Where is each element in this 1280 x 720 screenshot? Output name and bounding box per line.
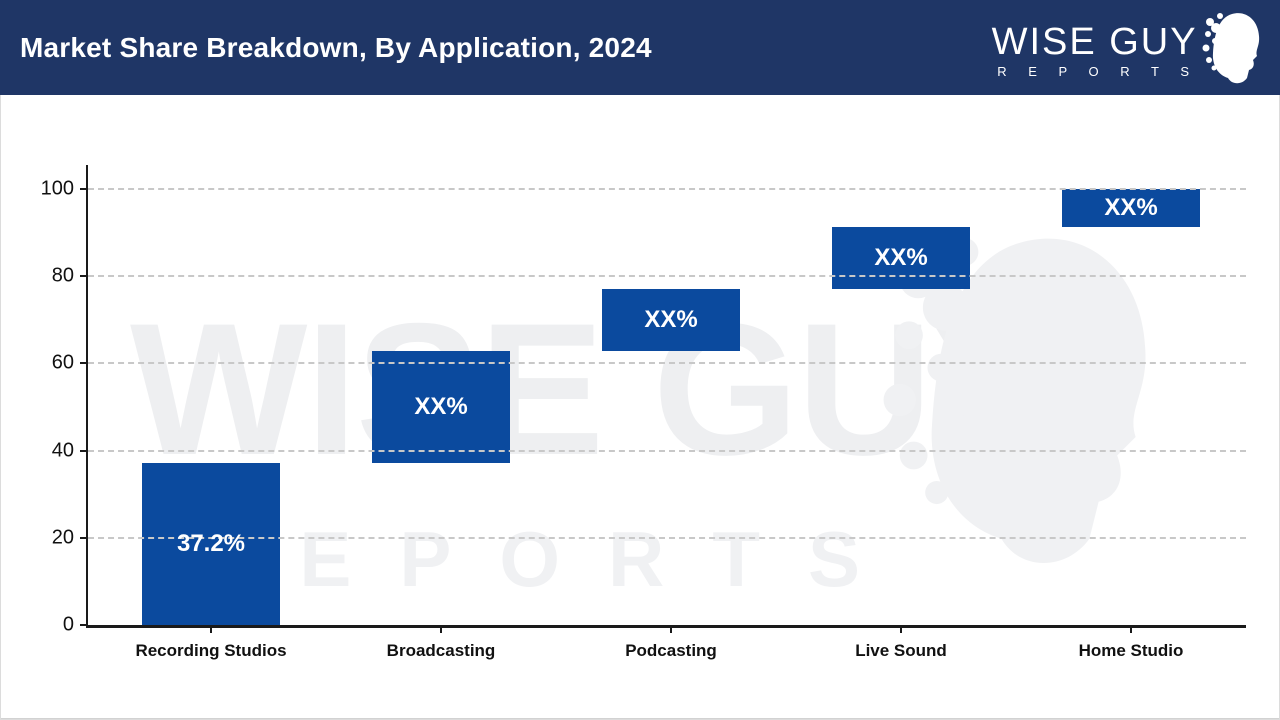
- y-axis-tick-label: 40: [51, 439, 74, 462]
- wiseguy-logo-name: WISE GUY: [991, 20, 1198, 63]
- wiseguy-logo: WISE GUY R E P O R T S: [991, 8, 1262, 88]
- wiseguy-logo-text: WISE GUY R E P O R T S: [991, 23, 1198, 79]
- x-axis-line: [86, 625, 1246, 628]
- bar-podcasting: [602, 289, 740, 351]
- bar-home-studio: [1062, 189, 1200, 228]
- x-axis-tick: [440, 625, 442, 633]
- y-axis-tick-label: 100: [40, 177, 74, 200]
- y-axis-tick-label: 0: [62, 613, 74, 636]
- y-axis-tick: [80, 536, 88, 539]
- y-axis-tick-label: 20: [51, 526, 74, 549]
- page-title: Market Share Breakdown, By Application, …: [20, 31, 652, 63]
- bar-value-label: XX%: [644, 306, 698, 334]
- y-axis-tick: [80, 188, 88, 190]
- x-axis-category-label: Podcasting: [625, 641, 717, 660]
- gridline-20: [88, 536, 1246, 539]
- gridline-80: [88, 275, 1246, 278]
- bar-broadcasting: [372, 350, 510, 463]
- y-axis-tick: [80, 275, 88, 278]
- gridline-40: [88, 449, 1246, 452]
- watermark-wiseguy-text: WISE GUY: [130, 284, 1056, 494]
- x-axis-tick: [900, 625, 902, 633]
- x-axis-category-label: Live Sound: [855, 641, 947, 660]
- y-axis-tick: [80, 449, 88, 452]
- bar-value-label: XX%: [1104, 194, 1158, 222]
- y-axis-line: [86, 165, 88, 628]
- gridline-60: [88, 362, 1246, 365]
- wiseguy-logo-subtitle: R E P O R T S: [997, 63, 1198, 79]
- watermark-reports-text: REPORTS: [195, 515, 909, 603]
- x-axis-tick: [670, 625, 672, 633]
- gridline-100: [88, 188, 1246, 190]
- y-axis-tick: [80, 624, 88, 626]
- x-axis-tick: [210, 625, 212, 633]
- bar-value-label: XX%: [414, 392, 468, 420]
- y-axis-tick-label: 60: [51, 351, 74, 374]
- bar-live-sound: [832, 227, 970, 290]
- x-axis-tick: [1130, 625, 1132, 633]
- bar-recording-studios: [142, 462, 280, 625]
- header-bar: Market Share Breakdown, By Application, …: [0, 0, 1280, 95]
- x-axis-category-label: Home Studio: [1078, 641, 1184, 660]
- wiseguy-head-icon: [1202, 12, 1260, 83]
- y-axis-tick-label: 80: [51, 264, 74, 287]
- bar-value-label: XX%: [874, 244, 928, 272]
- bar-value-label: 37.2%: [176, 529, 246, 557]
- x-axis-category-label: Recording Studios: [135, 641, 287, 660]
- x-axis-category-label: Broadcasting: [386, 641, 496, 660]
- y-axis-tick: [80, 362, 88, 365]
